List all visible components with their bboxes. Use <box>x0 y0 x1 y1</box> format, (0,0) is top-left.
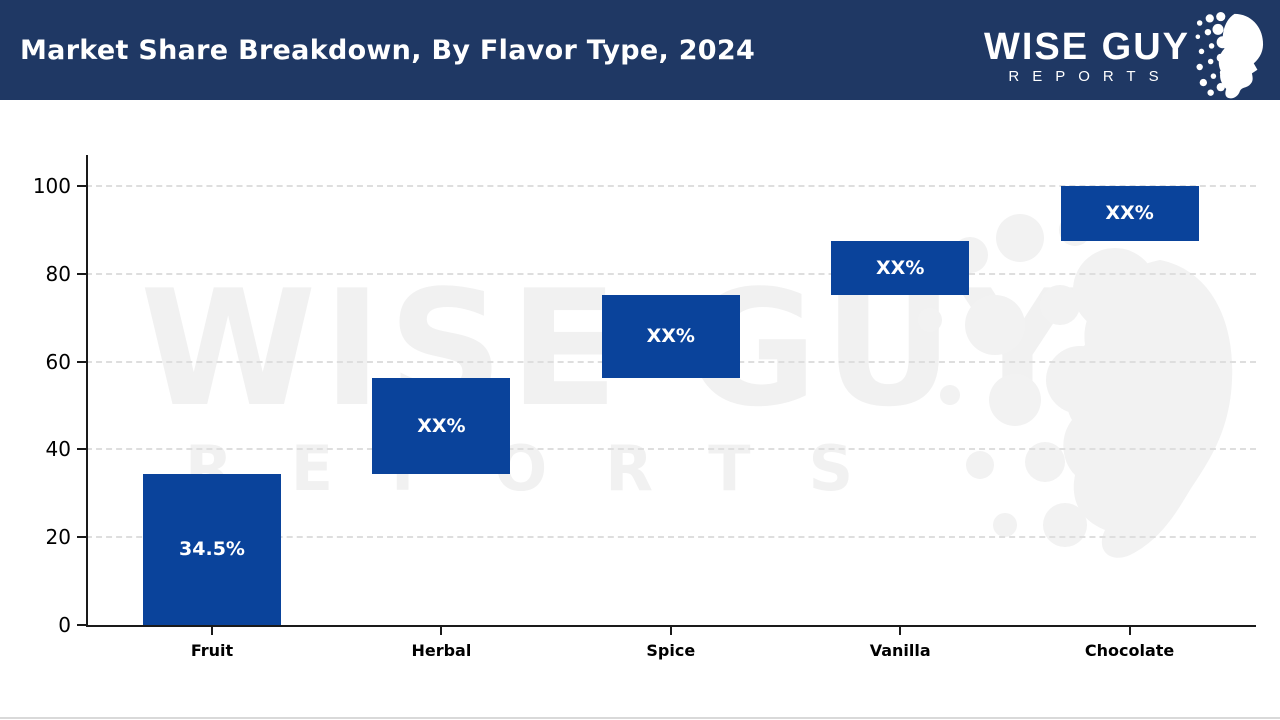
y-tick-label-40: 40 <box>45 437 71 462</box>
bar-spice: XX% <box>601 294 740 378</box>
y-tick-80 <box>77 272 86 275</box>
y-tick-label-80: 80 <box>45 261 71 286</box>
y-axis <box>86 155 88 627</box>
x-tick-label-vanilla: Vanilla <box>869 641 931 660</box>
bar-label-vanilla: XX% <box>876 256 925 279</box>
watermark-dotted-head <box>918 214 1233 558</box>
y-tick-label-20: 20 <box>45 525 71 550</box>
logo-subtitle: REPORTS <box>1008 67 1172 85</box>
y-tick-20 <box>77 536 86 539</box>
x-axis <box>86 625 1256 627</box>
bar-label-chocolate: XX% <box>1105 202 1154 225</box>
bar-label-fruit: 34.5% <box>179 538 245 561</box>
y-tick-40 <box>77 448 86 451</box>
x-tick-chocolate <box>1128 627 1131 635</box>
x-tick-vanilla <box>899 627 902 635</box>
bar-chocolate: XX% <box>1060 186 1199 241</box>
watermark-subtitle: REPORTS <box>185 432 912 505</box>
y-tick-label-100: 100 <box>32 174 71 198</box>
x-tick-label-spice: Spice <box>646 641 696 660</box>
y-tick-60 <box>77 360 86 363</box>
header-band: Market Share Breakdown, By Flavor Type, … <box>0 0 1280 100</box>
x-tick-label-fruit: Fruit <box>190 641 234 660</box>
logo-text: WISE GUY REPORTS <box>984 28 1190 85</box>
wise-guy-reports-logo: WISE GUY REPORTS <box>984 12 1266 100</box>
x-tick-herbal <box>440 627 443 635</box>
footer-divider <box>0 717 1280 719</box>
bar-fruit: 34.5% <box>143 473 281 625</box>
bar-label-herbal: XX% <box>417 414 466 437</box>
bar-vanilla: XX% <box>831 240 970 295</box>
gridline-80 <box>86 272 1256 275</box>
x-tick-label-chocolate: Chocolate <box>1084 641 1175 660</box>
y-tick-label-60: 60 <box>45 349 71 374</box>
y-tick-0 <box>77 624 86 626</box>
gridline-20 <box>86 536 1256 539</box>
page-title: Market Share Breakdown, By Flavor Type, … <box>20 34 756 66</box>
x-tick-spice <box>669 627 672 635</box>
bar-label-spice: XX% <box>646 325 695 348</box>
bar-herbal: XX% <box>372 377 511 474</box>
y-tick-100 <box>77 185 86 187</box>
dotted-head-icon <box>1195 12 1264 99</box>
y-tick-label-0: 0 <box>58 613 71 637</box>
logo-wordmark: WISE GUY <box>983 25 1190 68</box>
gridline-100 <box>86 185 1256 187</box>
x-tick-fruit <box>211 627 213 635</box>
waterfall-chart: 0 20 40 60 80 100 34.5% Fruit XX% Herbal XX% Spice X… <box>0 100 1280 720</box>
x-tick-label-herbal: Herbal <box>411 641 472 660</box>
gridline-40 <box>86 448 1256 451</box>
